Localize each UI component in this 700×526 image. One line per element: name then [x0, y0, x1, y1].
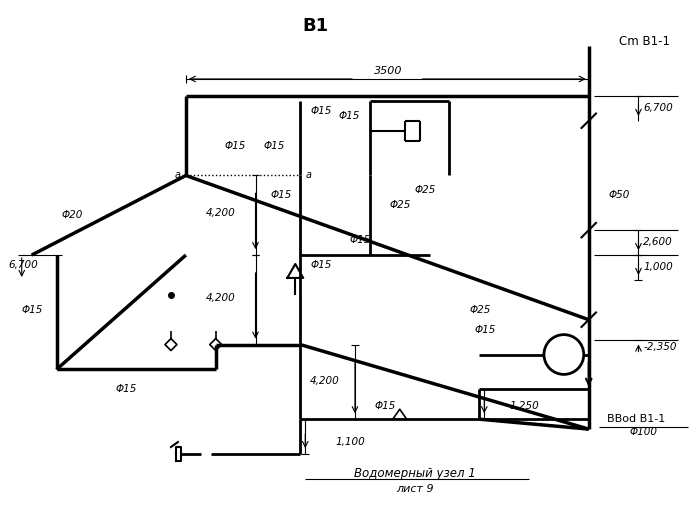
Text: Φ100: Φ100	[629, 427, 657, 437]
Text: Φ15: Φ15	[264, 140, 286, 150]
Text: a: a	[175, 170, 181, 180]
Text: Φ15: Φ15	[475, 325, 496, 335]
Text: 2,600: 2,600	[643, 237, 673, 247]
Text: Φ50: Φ50	[608, 190, 630, 200]
Text: 3500: 3500	[374, 66, 402, 76]
Text: 1,000: 1,000	[643, 262, 673, 272]
Text: Φ15: Φ15	[225, 140, 246, 150]
Text: Φ15: Φ15	[349, 235, 370, 245]
Text: 1,100: 1,100	[335, 437, 365, 447]
Text: Φ15: Φ15	[339, 111, 360, 121]
Text: 6,700: 6,700	[643, 103, 673, 113]
Text: Φ25: Φ25	[390, 200, 411, 210]
Text: 4,200: 4,200	[206, 208, 236, 218]
Text: Φ15: Φ15	[270, 190, 292, 200]
Text: 4,200: 4,200	[310, 377, 340, 387]
Text: Φ15: Φ15	[310, 106, 332, 116]
Text: 4,200: 4,200	[206, 293, 236, 303]
Text: B1: B1	[302, 17, 328, 35]
Text: Cm B1-1: Cm B1-1	[619, 35, 670, 48]
Text: BBod B1-1: BBod B1-1	[608, 414, 666, 424]
Text: Φ25: Φ25	[470, 305, 491, 315]
Text: a: a	[305, 170, 312, 180]
Text: Φ15: Φ15	[374, 401, 395, 411]
Text: 1,250: 1,250	[509, 401, 539, 411]
Text: Φ15: Φ15	[116, 385, 137, 394]
Text: Φ15: Φ15	[310, 260, 332, 270]
Text: Φ25: Φ25	[414, 185, 436, 195]
Text: Водомерный узел 1: Водомерный узел 1	[354, 468, 475, 480]
Text: -2,350: -2,350	[643, 341, 677, 351]
Text: 6,700: 6,700	[9, 260, 38, 270]
Text: лист 9: лист 9	[395, 484, 433, 494]
Text: Φ20: Φ20	[62, 210, 83, 220]
Text: Φ15: Φ15	[22, 305, 43, 315]
